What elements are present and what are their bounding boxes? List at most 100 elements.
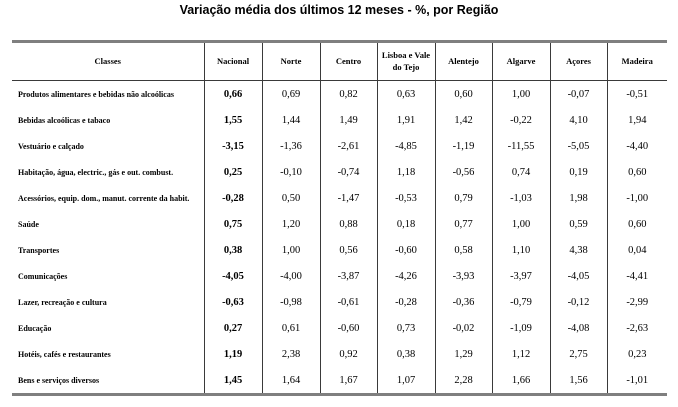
header-cell-region: Açores [549, 41, 607, 81]
row-label: Saúde [18, 219, 39, 229]
value-cell: 0,77 [434, 211, 492, 237]
value-cell: -0,22 [491, 107, 550, 133]
value-cell: -0,53 [376, 185, 435, 211]
header-cell-region: Alentejo [434, 41, 492, 81]
value-cell: 1,00 [491, 211, 550, 237]
value-cell: -4,05 [549, 263, 607, 289]
value-cell: -0,07 [549, 80, 607, 107]
row-label: Educação [18, 323, 52, 333]
table-row: Produtos alimentares e bebidas não alcoó… [12, 80, 667, 107]
value-cell: 0,60 [606, 159, 667, 185]
value-cell: 1,49 [319, 107, 377, 133]
value-cell: -4,08 [549, 315, 607, 341]
value-cell: 1,56 [549, 367, 607, 395]
value-cell: 1,18 [376, 159, 435, 185]
value-cell: 0,59 [549, 211, 607, 237]
value-cell: -11,55 [491, 133, 550, 159]
row-label: Lazer, recreação e cultura [18, 297, 107, 307]
value-cell: 1,00 [491, 80, 550, 107]
header-cell-region: Norte [261, 41, 320, 81]
page-title: Variação média dos últimos 12 meses - %,… [179, 3, 499, 17]
value-cell: -1,01 [606, 367, 667, 395]
value-cell: 1,20 [261, 211, 320, 237]
value-cell: 1,67 [319, 367, 377, 395]
row-label: Bens e serviços diversos [18, 375, 100, 385]
value-cell: 1,07 [376, 367, 435, 395]
value-cell: 0,04 [606, 237, 667, 263]
value-cell: 0,66 [203, 80, 262, 107]
value-cell: -0,61 [319, 289, 377, 315]
value-cell: 0,60 [606, 211, 667, 237]
table-header: Classes Nacional Norte Centro Lisboa e Vale … [12, 41, 667, 81]
value-cell: 2,38 [261, 341, 320, 367]
value-cell: 1,29 [434, 341, 492, 367]
value-cell: -0,10 [261, 159, 320, 185]
table-row: Educação 0,27 0,61 -0,60 0,73 -0,02 -1,09 -4,08… [12, 315, 667, 341]
value-cell: -4,05 [203, 263, 262, 289]
value-cell: 0,75 [203, 211, 262, 237]
value-cell: 0,69 [261, 80, 320, 107]
value-cell: -0,56 [434, 159, 492, 185]
value-cell: -0,98 [261, 289, 320, 315]
value-cell: 0,88 [319, 211, 377, 237]
header-cell-region: Algarve [491, 41, 550, 81]
table-row: Bens e serviços diversos 1,45 1,64 1,67 1,07… [12, 367, 667, 395]
value-cell: 1,00 [261, 237, 320, 263]
table-row: Habitação, água, electric., gás e out. c… [12, 159, 667, 185]
value-cell: -4,00 [261, 263, 320, 289]
value-cell: -2,61 [319, 133, 377, 159]
table-row: Acessórios, equip. dom., manut. corrente… [12, 185, 667, 211]
value-cell: 0,38 [376, 341, 435, 367]
row-label: Hotéis, cafés e restaurantes [18, 349, 111, 359]
value-cell: -4,40 [606, 133, 667, 159]
value-cell: -1,03 [491, 185, 550, 211]
value-cell: -0,28 [203, 185, 262, 211]
value-cell: 1,10 [491, 237, 550, 263]
value-cell: 0,73 [376, 315, 435, 341]
value-cell: 0,23 [606, 341, 667, 367]
value-cell: -1,19 [434, 133, 492, 159]
value-cell: 1,98 [549, 185, 607, 211]
value-cell: 0,38 [203, 237, 262, 263]
value-cell: 0,58 [434, 237, 492, 263]
header-cell-region: Centro [319, 41, 377, 81]
row-label: Comunicações [18, 271, 68, 281]
table-row: Vestuário e calçado -3,15 -1,36 -2,61 -4,85-… [12, 133, 667, 159]
value-cell: 1,45 [203, 367, 262, 395]
value-cell: -0,51 [606, 80, 667, 107]
header-cell-region: Madeira [606, 41, 667, 81]
value-cell: -3,97 [491, 263, 550, 289]
value-cell: -0,60 [376, 237, 435, 263]
value-cell: -0,02 [434, 315, 492, 341]
table-row: Hotéis, cafés e restaurantes 1,19 2,38 0,92… [12, 341, 667, 367]
value-cell: -1,09 [491, 315, 550, 341]
value-cell: 2,75 [549, 341, 607, 367]
table-row: Saúde 0,75 1,20 0,88 0,18 0,77 1,00 0,59 0,60 [12, 211, 667, 237]
table-body: Produtos alimentares e bebidas não alcoó… [12, 80, 667, 395]
value-cell: 0,82 [319, 80, 377, 107]
row-label: Produtos alimentares e bebidas não alcoó… [18, 89, 174, 99]
value-cell: 1,66 [491, 367, 550, 395]
value-cell: 0,56 [319, 237, 377, 263]
value-cell: -1,36 [261, 133, 320, 159]
value-cell: 0,19 [549, 159, 607, 185]
value-cell: -0,74 [319, 159, 377, 185]
value-cell: 1,55 [203, 107, 262, 133]
value-cell: 4,38 [549, 237, 607, 263]
value-cell: 1,44 [261, 107, 320, 133]
value-cell: -2,63 [606, 315, 667, 341]
value-cell: -0,36 [434, 289, 492, 315]
value-cell: 4,10 [549, 107, 607, 133]
value-cell: 1,19 [203, 341, 262, 367]
value-cell: 2,28 [434, 367, 492, 395]
value-cell: -3,93 [434, 263, 492, 289]
value-cell: -5,05 [549, 133, 607, 159]
value-cell: 1,91 [376, 107, 435, 133]
header-cell-classes: Classes [12, 41, 204, 81]
value-cell: 0,63 [376, 80, 435, 107]
row-label: Transportes [18, 245, 60, 255]
region-variation-table: Classes Nacional Norte Centro Lisboa e Vale … [12, 40, 667, 396]
value-cell: -3,87 [319, 263, 377, 289]
value-cell: -3,15 [203, 133, 262, 159]
